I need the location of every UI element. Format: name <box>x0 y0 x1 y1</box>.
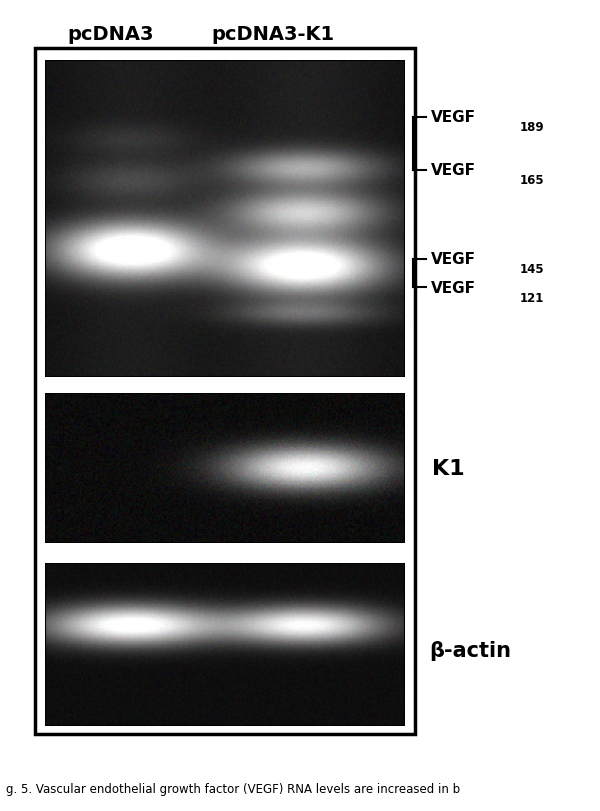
Text: 121: 121 <box>520 291 544 304</box>
Bar <box>45 61 405 377</box>
Text: 189: 189 <box>520 121 544 134</box>
Bar <box>45 564 405 726</box>
Text: VEGF: VEGF <box>431 163 476 178</box>
Bar <box>35 49 415 734</box>
Text: g. 5. Vascular endothelial growth factor (VEGF) RNA levels are increased in b: g. 5. Vascular endothelial growth factor… <box>6 782 460 795</box>
Text: VEGF: VEGF <box>431 110 476 125</box>
Text: β-actin: β-actin <box>429 641 511 660</box>
Text: VEGF: VEGF <box>431 252 476 267</box>
Text: VEGF: VEGF <box>431 281 476 295</box>
Text: pcDNA3: pcDNA3 <box>68 24 154 44</box>
Text: 165: 165 <box>520 174 544 187</box>
Text: K1: K1 <box>432 459 464 478</box>
Text: pcDNA3-K1: pcDNA3-K1 <box>211 24 335 44</box>
Bar <box>45 393 405 543</box>
Text: 145: 145 <box>520 263 544 276</box>
